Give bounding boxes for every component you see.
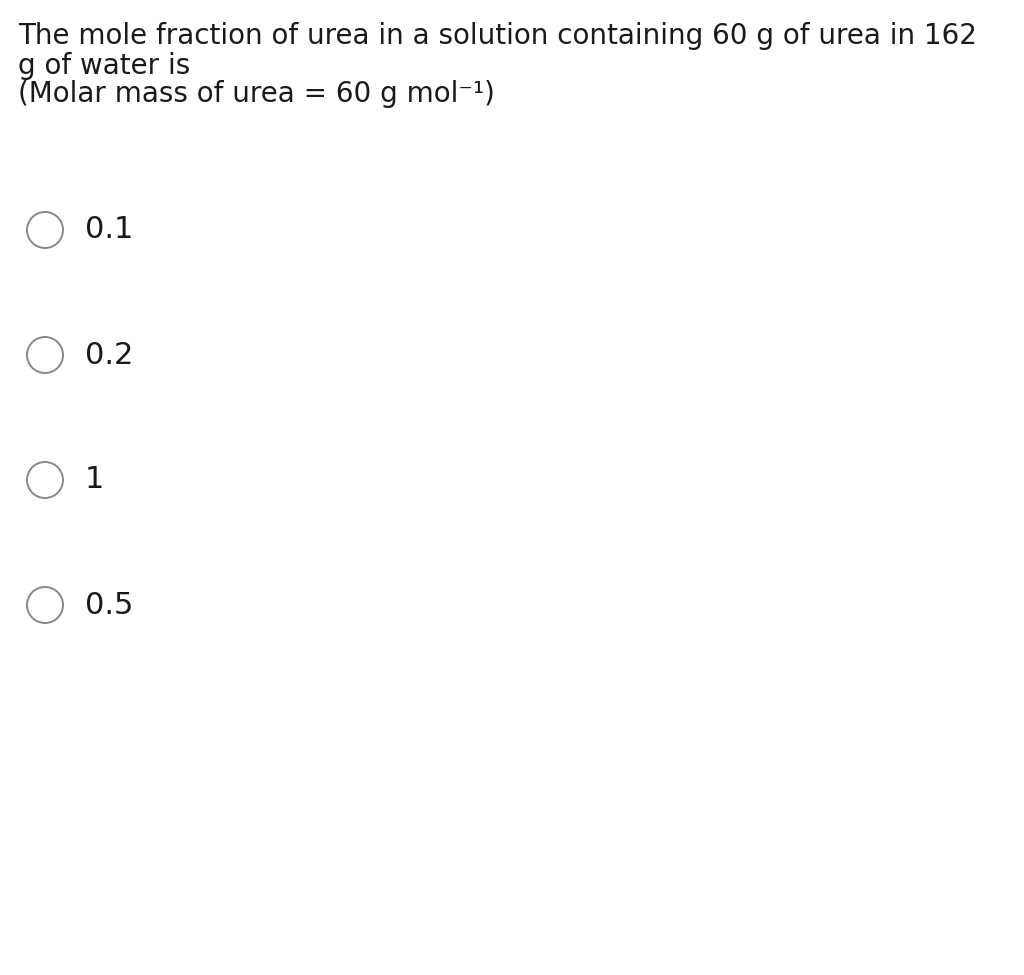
Text: 0.1: 0.1 <box>85 215 133 245</box>
Text: 0.2: 0.2 <box>85 340 133 370</box>
Text: 1: 1 <box>85 465 104 494</box>
Text: (Molar mass of urea = 60 g mol⁻¹): (Molar mass of urea = 60 g mol⁻¹) <box>18 80 495 108</box>
Text: 0.5: 0.5 <box>85 591 133 619</box>
Text: The mole fraction of urea in a solution containing 60 g of urea in 162: The mole fraction of urea in a solution … <box>18 22 977 50</box>
Text: g of water is: g of water is <box>18 52 190 80</box>
